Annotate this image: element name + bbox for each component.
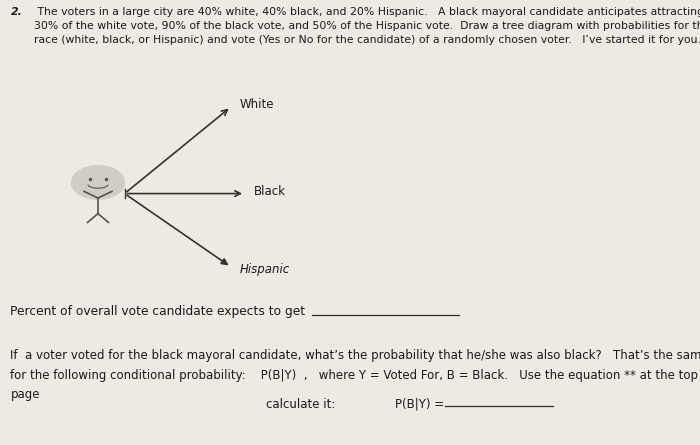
Text: 2.: 2. — [10, 7, 22, 16]
Text: White: White — [239, 98, 274, 111]
Text: P(B|Y) =: P(B|Y) = — [395, 397, 444, 411]
Text: calculate it:: calculate it: — [266, 397, 335, 411]
Circle shape — [71, 166, 125, 199]
Text: The voters in a large city are 40% white, 40% black, and 20% Hispanic.   A black: The voters in a large city are 40% white… — [34, 7, 700, 44]
Text: If  a voter voted for the black mayoral candidate, what’s the probability that h: If a voter voted for the black mayoral c… — [10, 349, 700, 401]
Text: Black: Black — [253, 185, 286, 198]
Text: Hispanic: Hispanic — [239, 263, 290, 276]
Text: Percent of overall vote candidate expects to get: Percent of overall vote candidate expect… — [10, 305, 306, 318]
